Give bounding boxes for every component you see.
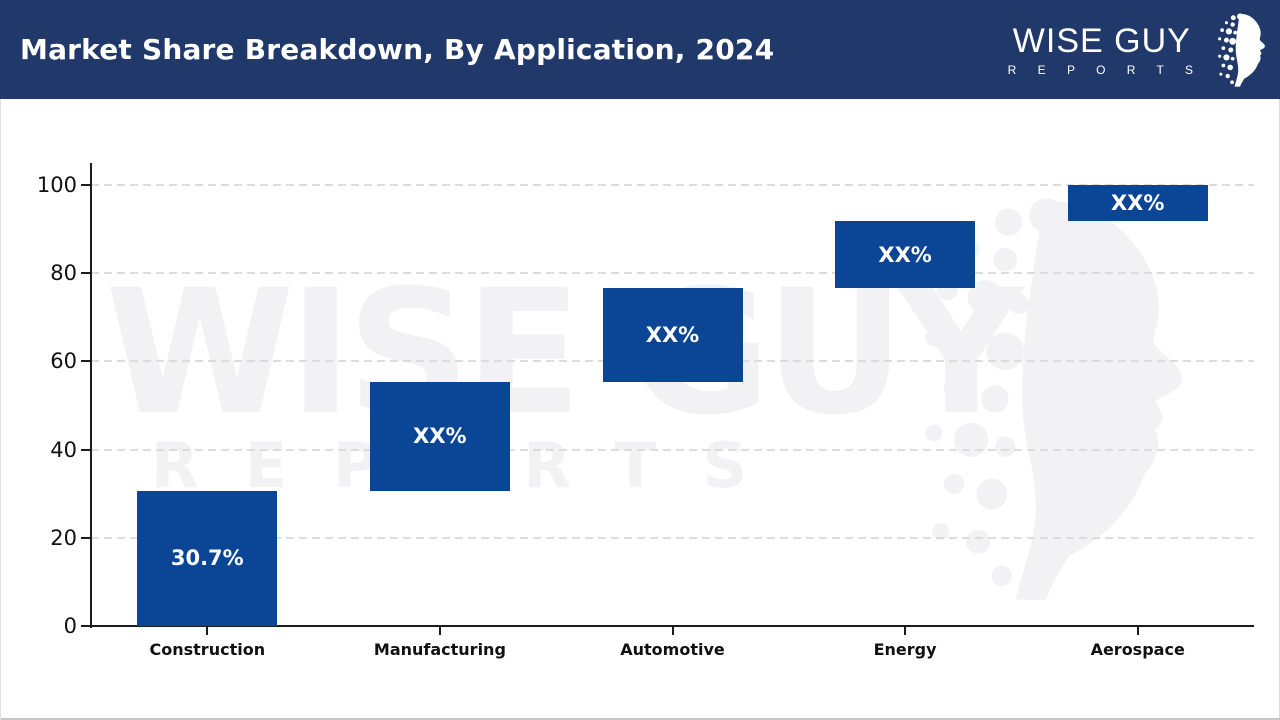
- bar-value-label: XX%: [645, 322, 700, 347]
- x-label-aerospace: Aerospace: [1090, 640, 1185, 659]
- x-tick-aerospace: [1136, 627, 1139, 635]
- header: Market Share Breakdown, By Application, …: [0, 0, 1280, 99]
- page-title: Market Share Breakdown, By Application, …: [20, 33, 775, 66]
- y-tick-label-40: 40: [50, 437, 77, 462]
- y-tick-100: [81, 184, 90, 186]
- gridline-80: [91, 272, 1254, 275]
- y-tick-label-100: 100: [36, 173, 77, 197]
- brand-name: WISE GUY: [1012, 21, 1191, 60]
- gridline-100: [91, 184, 1254, 186]
- y-tick-20: [81, 536, 90, 539]
- x-tick-construction: [206, 627, 209, 635]
- y-tick-label-60: 60: [50, 349, 77, 374]
- bar-value-label: XX%: [413, 424, 467, 449]
- y-tick-40: [81, 448, 90, 451]
- bar-value-label: XX%: [878, 242, 932, 267]
- y-tick-label-0: 0: [63, 614, 77, 638]
- gridline-20: [91, 536, 1254, 539]
- gridline-40: [91, 448, 1254, 451]
- bar-value-label: XX%: [1110, 191, 1165, 216]
- bar-energy: XX%: [835, 221, 976, 289]
- x-label-automotive: Automotive: [620, 640, 725, 659]
- bar-manufacturing: XX%: [369, 381, 510, 491]
- y-axis: [90, 163, 92, 628]
- x-label-energy: Energy: [873, 640, 937, 659]
- brand-logo: WISE GUY R E P O R T S: [1002, 12, 1268, 88]
- brand-face-icon: [1218, 12, 1265, 87]
- bar-construction: 30.7%: [137, 490, 278, 626]
- y-tick-60: [81, 360, 90, 363]
- bottom-divider: [1, 718, 1280, 720]
- y-tick-label-80: 80: [50, 261, 77, 286]
- bar-value-label: 30.7%: [170, 546, 244, 571]
- brand-logo-text: WISE GUY R E P O R T S: [1002, 24, 1202, 76]
- x-label-construction: Construction: [149, 640, 266, 659]
- y-tick-0: [81, 625, 90, 627]
- x-tick-energy: [904, 627, 907, 635]
- x-axis: [90, 625, 1254, 627]
- x-label-manufacturing: Manufacturing: [373, 640, 506, 659]
- bar-aerospace: XX%: [1067, 185, 1208, 222]
- y-tick-label-20: 20: [50, 525, 77, 550]
- bar-automotive: XX%: [602, 288, 743, 382]
- y-tick-80: [81, 272, 90, 275]
- x-tick-automotive: [671, 627, 674, 635]
- x-tick-manufacturing: [438, 627, 441, 635]
- brand-subtitle: R E P O R T S: [1007, 62, 1202, 77]
